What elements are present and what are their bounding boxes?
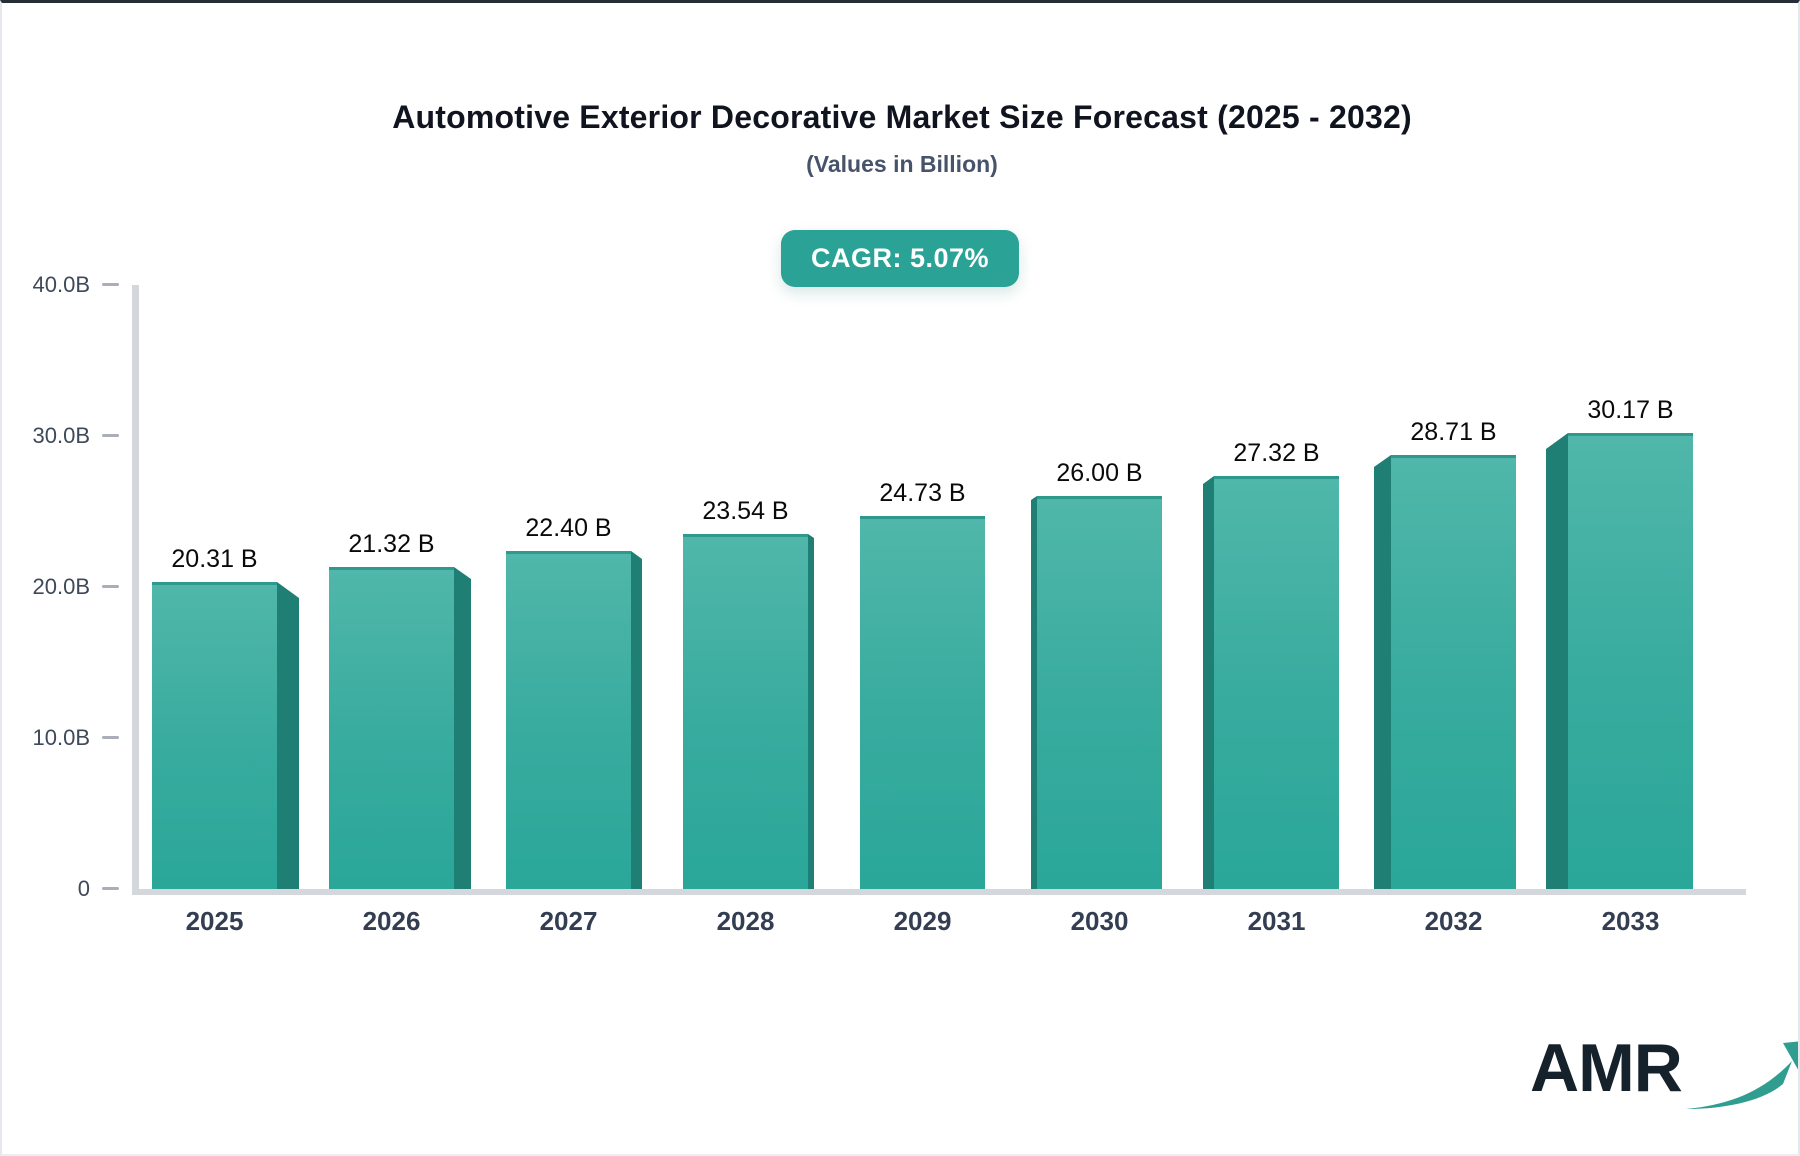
bar-value-label-2026: 21.32 B [348, 530, 435, 558]
bar-value-label-2029: 24.73 B [879, 479, 966, 507]
y-tick-mark-40.0B [102, 283, 119, 286]
bar-front-2027 [506, 551, 631, 889]
bar-value-label-2028: 23.54 B [702, 497, 789, 525]
x-axis-label-2027: 2027 [539, 906, 598, 936]
x-axis-label-2031: 2031 [1247, 906, 1306, 936]
plot-area: 20.31 B 2025 21.32 B 2026 22.40 B 2027 23.54 B… [2, 3, 1798, 1154]
bar-front-2032 [1391, 455, 1516, 889]
y-tick-label-40.0B: 40.0B [32, 272, 91, 297]
bar-side-2030 [1031, 496, 1037, 889]
y-axis-line [132, 285, 139, 895]
bar-front-2030 [1037, 496, 1162, 889]
y-tick-label-30.0B: 30.0B [32, 423, 91, 448]
amr-logo-text: AMR [1530, 1030, 1683, 1106]
y-tick-label-0: 0 [77, 876, 90, 901]
bar-value-label-2027: 22.40 B [525, 514, 612, 542]
x-axis-label-2029: 2029 [893, 906, 952, 936]
bar-value-label-2031: 27.32 B [1233, 439, 1320, 467]
x-axis-label-2033: 2033 [1601, 906, 1660, 936]
bar-front-2025 [152, 582, 277, 889]
x-axis-label-2028: 2028 [716, 906, 775, 936]
x-axis-label-2030: 2030 [1070, 906, 1129, 936]
bar-front-2031 [1214, 476, 1339, 889]
bar-front-2033 [1568, 433, 1693, 889]
y-tick-mark-10.0B [102, 736, 119, 739]
bar-side-2026 [454, 567, 471, 889]
x-axis-label-2032: 2032 [1424, 906, 1483, 936]
bar-side-2032 [1374, 455, 1391, 889]
chart-subtitle: (Values in Billion) [806, 151, 998, 177]
bar-side-2025 [277, 582, 299, 889]
bar-front-2026 [329, 567, 454, 889]
bar-side-2031 [1203, 476, 1214, 889]
y-tick-mark-0 [102, 887, 119, 890]
cagr-badge: CAGR: 5.07% [780, 230, 1020, 287]
y-tick-label-20.0B: 20.0B [32, 574, 91, 599]
bar-side-2028 [808, 534, 814, 889]
x-axis-label-2026: 2026 [362, 906, 421, 936]
bar-value-label-2025: 20.31 B [171, 545, 258, 573]
bar-front-2029 [860, 516, 985, 889]
x-axis-line [132, 889, 1746, 895]
bar-side-2027 [631, 551, 642, 889]
bar-value-label-2032: 28.71 B [1410, 418, 1497, 446]
bar-value-label-2033: 30.17 B [1587, 396, 1674, 424]
growth-arrow-icon [1686, 1041, 1798, 1109]
bar-side-2033 [1546, 433, 1568, 889]
amr-logo: AMR [1530, 1030, 1798, 1123]
y-tick-mark-30.0B [102, 434, 119, 437]
y-tick-label-10.0B: 10.0B [32, 725, 91, 750]
chart-title: Automotive Exterior Decorative Market Si… [392, 99, 1412, 135]
x-axis-label-2025: 2025 [185, 906, 244, 936]
bar-front-2028 [683, 534, 808, 889]
bar-value-label-2030: 26.00 B [1056, 459, 1143, 487]
y-tick-mark-20.0B [102, 585, 119, 588]
